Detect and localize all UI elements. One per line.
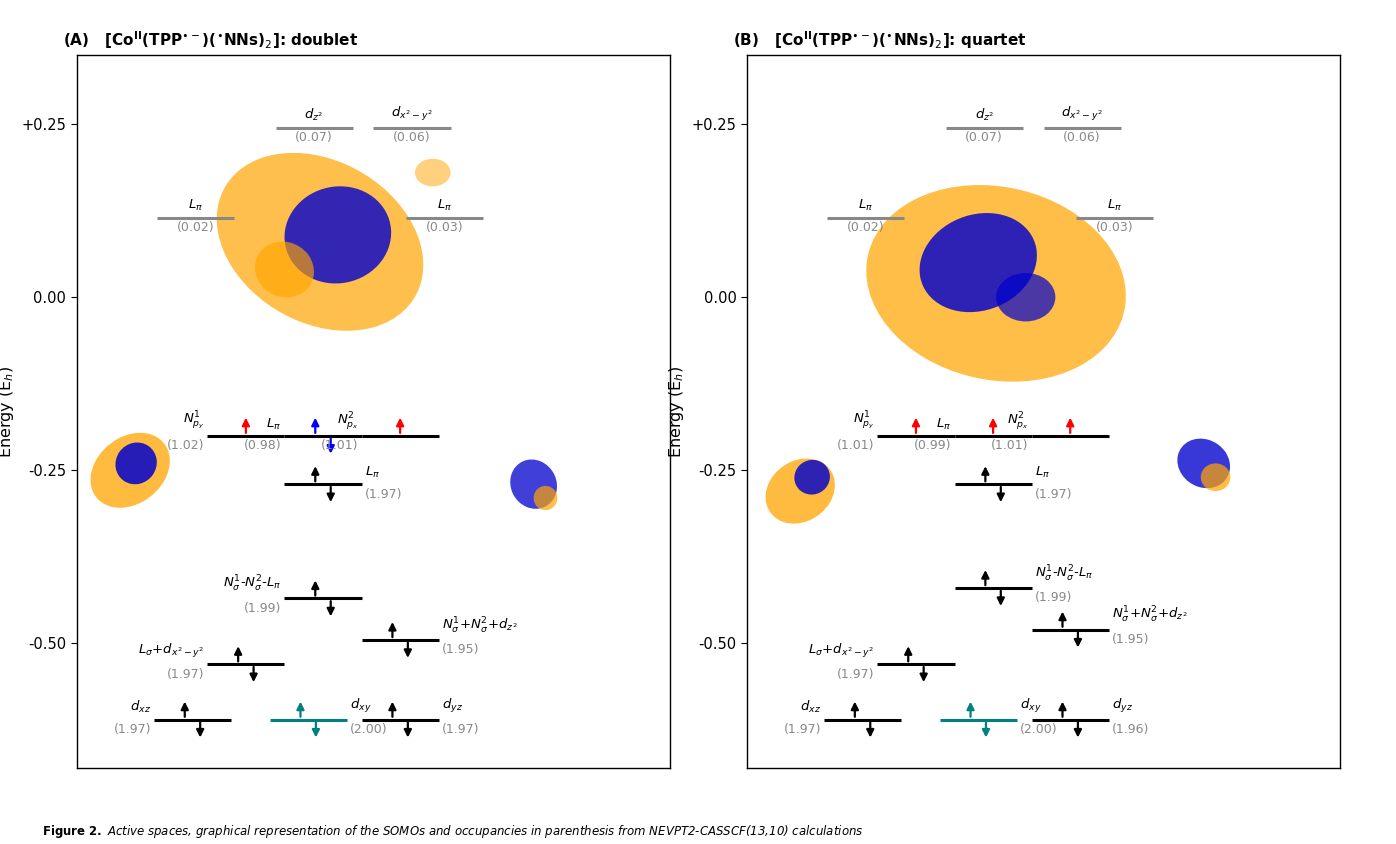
Text: (1.97): (1.97) xyxy=(364,488,402,500)
Text: (1.01): (1.01) xyxy=(991,439,1029,452)
Text: (1.01): (1.01) xyxy=(838,439,874,452)
Ellipse shape xyxy=(216,153,423,331)
Ellipse shape xyxy=(920,213,1037,312)
Text: d$_{xz}$: d$_{xz}$ xyxy=(130,700,151,716)
Y-axis label: Energy (E$_h$): Energy (E$_h$) xyxy=(0,365,15,457)
Text: (1.02): (1.02) xyxy=(168,439,204,452)
Ellipse shape xyxy=(533,486,557,510)
Text: (B)   [Co$^{\mathbf{II}}$(TPP$^{\bullet-}$)($^{\bullet}$NNs)$_2$]: quartet: (B) [Co$^{\mathbf{II}}$(TPP$^{\bullet-}$… xyxy=(733,29,1026,51)
Text: (0.03): (0.03) xyxy=(426,221,463,234)
Text: $N^1_{\sigma}$+$N^2_{\sigma}$+d$_{z^2}$: $N^1_{\sigma}$+$N^2_{\sigma}$+d$_{z^2}$ xyxy=(441,615,518,636)
Ellipse shape xyxy=(255,241,314,297)
Text: (0.07): (0.07) xyxy=(965,131,1004,144)
Ellipse shape xyxy=(995,273,1055,322)
Text: $N^1_{\sigma}$-$N^2_{\sigma}$-$L_{\pi}$: $N^1_{\sigma}$-$N^2_{\sigma}$-$L_{\pi}$ xyxy=(223,574,282,594)
Text: d$_{yz}$: d$_{yz}$ xyxy=(441,697,462,716)
Ellipse shape xyxy=(1177,439,1230,488)
Ellipse shape xyxy=(765,458,835,523)
Text: $L_{\pi}$: $L_{\pi}$ xyxy=(859,198,872,214)
Text: (1.97): (1.97) xyxy=(168,668,204,680)
Ellipse shape xyxy=(1201,463,1230,491)
Text: d$_{xy}$: d$_{xy}$ xyxy=(349,697,371,716)
Text: (1.99): (1.99) xyxy=(1034,592,1072,604)
Text: $N^2_{p_x}$: $N^2_{p_x}$ xyxy=(336,409,359,431)
Text: $N^1_{\sigma}$+$N^2_{\sigma}$+d$_{z^2}$: $N^1_{\sigma}$+$N^2_{\sigma}$+d$_{z^2}$ xyxy=(1111,605,1188,625)
Text: $L_{\pi}$: $L_{\pi}$ xyxy=(267,416,282,431)
Text: (1.95): (1.95) xyxy=(1111,633,1149,646)
Text: $L_{\pi}$: $L_{\pi}$ xyxy=(1034,465,1050,480)
Ellipse shape xyxy=(116,442,156,484)
Ellipse shape xyxy=(510,459,557,509)
Text: (0.02): (0.02) xyxy=(177,221,214,234)
Text: $N^1_{p_y}$: $N^1_{p_y}$ xyxy=(183,409,204,431)
Text: (0.06): (0.06) xyxy=(1064,131,1101,144)
Text: (1.97): (1.97) xyxy=(838,668,874,680)
Text: $N^1_{\sigma}$-$N^2_{\sigma}$-$L_{\pi}$: $N^1_{\sigma}$-$N^2_{\sigma}$-$L_{\pi}$ xyxy=(1034,564,1093,584)
Ellipse shape xyxy=(415,159,451,187)
Text: d$_{z^2}$: d$_{z^2}$ xyxy=(974,107,994,123)
Text: (0.99): (0.99) xyxy=(914,439,952,452)
Text: (1.01): (1.01) xyxy=(321,439,359,452)
Ellipse shape xyxy=(91,433,170,508)
Text: $L_{\sigma}$+d$_{x^2-y^2}$: $L_{\sigma}$+d$_{x^2-y^2}$ xyxy=(808,642,874,660)
Text: (2.00): (2.00) xyxy=(349,723,387,736)
Text: $N^1_{p_y}$: $N^1_{p_y}$ xyxy=(853,409,874,431)
Text: (1.97): (1.97) xyxy=(1034,488,1072,500)
Ellipse shape xyxy=(794,460,829,495)
Text: d$_{yz}$: d$_{yz}$ xyxy=(1111,697,1132,716)
Text: (0.07): (0.07) xyxy=(295,131,334,144)
Text: d$_{x^2-y^2}$: d$_{x^2-y^2}$ xyxy=(1061,106,1103,123)
Text: $L_{\pi}$: $L_{\pi}$ xyxy=(1107,198,1122,214)
Text: d$_{xy}$: d$_{xy}$ xyxy=(1019,697,1041,716)
Text: $L_{\pi}$: $L_{\pi}$ xyxy=(364,465,380,480)
Text: (0.98): (0.98) xyxy=(244,439,282,452)
Text: d$_{z^2}$: d$_{z^2}$ xyxy=(304,107,324,123)
Text: (0.06): (0.06) xyxy=(394,131,431,144)
Text: d$_{xz}$: d$_{xz}$ xyxy=(800,700,821,716)
Text: $L_{\pi}$: $L_{\pi}$ xyxy=(437,198,452,214)
Text: (2.00): (2.00) xyxy=(1019,723,1057,736)
Text: (1.95): (1.95) xyxy=(441,643,479,657)
Text: (1.96): (1.96) xyxy=(1111,723,1149,736)
Ellipse shape xyxy=(867,185,1125,381)
Text: (0.02): (0.02) xyxy=(847,221,884,234)
Text: $\mathbf{Figure\ 2.}$ Active spaces, graphical representation of the SOMOs and o: $\mathbf{Figure\ 2.}$ Active spaces, gra… xyxy=(42,823,864,840)
Text: (1.97): (1.97) xyxy=(783,723,821,736)
Text: d$_{x^2-y^2}$: d$_{x^2-y^2}$ xyxy=(391,106,433,123)
Text: (1.97): (1.97) xyxy=(113,723,151,736)
Text: (1.97): (1.97) xyxy=(441,723,479,736)
Y-axis label: Energy (E$_h$): Energy (E$_h$) xyxy=(667,365,685,457)
Text: (0.03): (0.03) xyxy=(1096,221,1134,234)
Text: $L_{\sigma}$+d$_{x^2-y^2}$: $L_{\sigma}$+d$_{x^2-y^2}$ xyxy=(138,642,204,660)
Text: $L_{\pi}$: $L_{\pi}$ xyxy=(937,416,952,431)
Ellipse shape xyxy=(285,187,391,284)
Text: $L_{\pi}$: $L_{\pi}$ xyxy=(188,198,202,214)
Text: (1.99): (1.99) xyxy=(244,602,282,615)
Text: $N^2_{p_x}$: $N^2_{p_x}$ xyxy=(1007,409,1029,431)
Text: (A)   [Co$^{\mathbf{II}}$(TPP$^{\bullet-}$)($^{\bullet}$NNs)$_2$]: doublet: (A) [Co$^{\mathbf{II}}$(TPP$^{\bullet-}$… xyxy=(63,29,359,51)
